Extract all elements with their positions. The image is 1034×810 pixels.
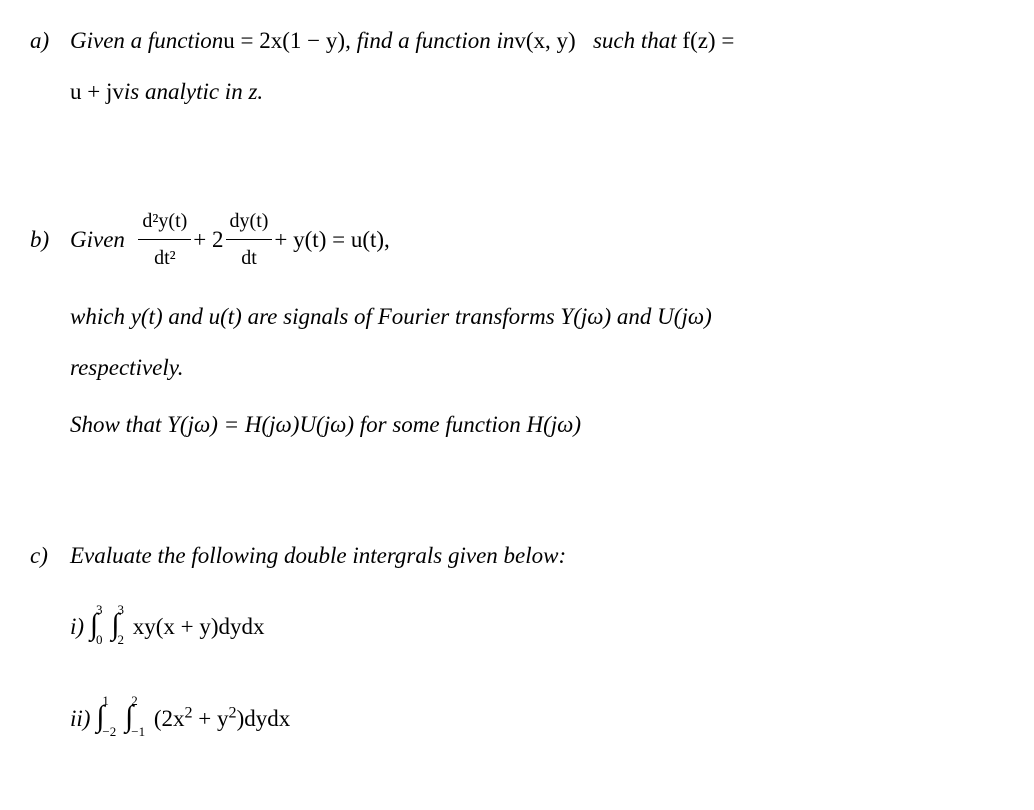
i-int1-lower: 0 <box>96 633 103 647</box>
eq-ujv: u + jv <box>70 71 124 112</box>
ii-int1-lower: −2 <box>102 725 116 739</box>
eq-rest: + y(t) = u(t), <box>274 219 389 260</box>
ii-int1-upper: 1 <box>102 694 116 708</box>
ii-sup2: 2 <box>229 704 237 721</box>
integral-i-inner: ∫ 3 2 <box>111 610 127 640</box>
integral-i-outer: ∫ 3 0 <box>90 610 106 640</box>
problem-b-label: b) <box>30 219 60 260</box>
frac2-den: dt <box>226 240 273 276</box>
integral-ii-inner: ∫ 2 −1 <box>125 702 148 732</box>
problem-a: a) Given a function u = 2x(1 − y) , find… <box>30 20 1004 113</box>
ii-pre: (2x <box>154 706 185 731</box>
fraction-d2y: d²y(t) dt² <box>138 203 191 276</box>
ii-post: )dydx <box>237 706 291 731</box>
integrand-i: xy(x + y)dydx <box>133 614 265 639</box>
text-find: , find a function in <box>345 20 514 61</box>
fraction-dy: dy(t) dt <box>226 203 273 276</box>
integrand-ii: (2x2 + y2)dydx <box>154 706 290 731</box>
integral-bounds-i2: 3 2 <box>118 611 125 640</box>
text-given-b: Given <box>70 219 136 260</box>
i-int2-upper: 3 <box>118 603 125 617</box>
problem-b-line2: which y(t) and u(t) are signals of Fouri… <box>30 296 1004 337</box>
integral-bounds-ii1: 1 −2 <box>102 702 116 731</box>
text-respectively: respectively. <box>70 347 183 388</box>
eq-fz: f(z) = <box>682 20 734 61</box>
text-show-that: Show that Y(jω) = H(jω)U(jω) for some fu… <box>70 404 581 445</box>
ii-int2-lower: −1 <box>131 725 145 739</box>
text-plus2: + 2 <box>193 219 223 260</box>
problem-a-line1: a) Given a function u = 2x(1 − y) , find… <box>30 20 1004 61</box>
ii-int2-upper: 2 <box>131 694 145 708</box>
integral-bounds-i1: 3 0 <box>96 611 103 640</box>
label-i: i) <box>70 614 90 639</box>
problem-c-label: c) <box>30 535 60 576</box>
text-analytic: is analytic in z. <box>124 71 263 112</box>
frac1-den: dt² <box>138 240 191 276</box>
frac2-num: dy(t) <box>226 203 273 240</box>
integral-ii-outer: ∫ 1 −2 <box>96 702 119 732</box>
problem-c: c) Evaluate the following double intergr… <box>30 535 1004 739</box>
subproblem-i: i) ∫ 3 0 ∫ 3 2 xy(x + y)dydx <box>30 606 1004 647</box>
problem-b-line3: respectively. <box>30 347 1004 388</box>
problem-a-line2: u + jv is analytic in z. <box>30 71 1004 112</box>
frac1-num: d²y(t) <box>138 203 191 240</box>
text-evaluate: Evaluate the following double intergrals… <box>70 535 566 576</box>
i-int1-upper: 3 <box>96 603 103 617</box>
problem-a-label: a) <box>30 20 60 61</box>
eq-vxy: v(x, y) <box>514 20 575 61</box>
ii-mid: + y <box>193 706 229 731</box>
eq-u: u = 2x(1 − y) <box>223 20 345 61</box>
problem-b-line4: Show that Y(jω) = H(jω)U(jω) for some fu… <box>30 404 1004 445</box>
subproblem-ii: ii) ∫ 1 −2 ∫ 2 −1 (2x2 + y2)dydx <box>30 698 1004 739</box>
label-ii: ii) <box>70 706 96 731</box>
problem-c-line1: c) Evaluate the following double intergr… <box>30 535 1004 576</box>
problem-b-line1: b) Given d²y(t) dt² + 2 dy(t) dt + y(t) … <box>30 203 1004 276</box>
text-which: which y(t) and u(t) are signals of Fouri… <box>70 296 712 337</box>
problem-b: b) Given d²y(t) dt² + 2 dy(t) dt + y(t) … <box>30 203 1004 445</box>
text-given: Given a function <box>70 20 223 61</box>
text-such-that: such that <box>576 20 683 61</box>
integral-bounds-ii2: 2 −1 <box>131 702 145 731</box>
i-int2-lower: 2 <box>118 633 125 647</box>
ii-sup1: 2 <box>185 704 193 721</box>
